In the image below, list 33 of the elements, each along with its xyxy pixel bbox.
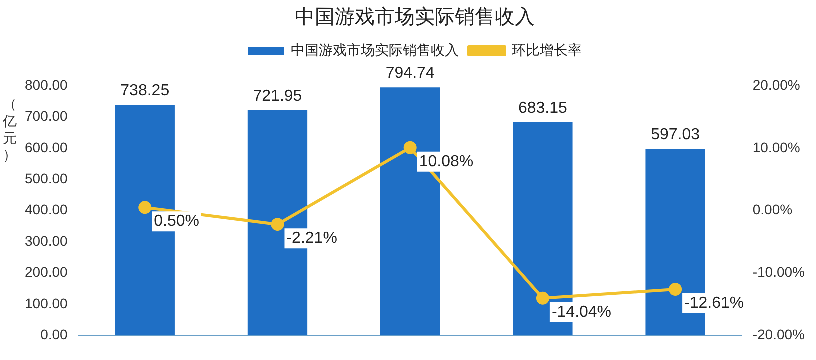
y-axis-title: （亿元）	[3, 96, 17, 164]
y-tick-label: 500.00	[24, 170, 68, 186]
data-label: 10.08%	[419, 153, 474, 170]
data-label: 738.25	[120, 82, 170, 100]
data-label: -14.04%	[552, 304, 612, 321]
legend-label: 中国游戏市场实际销售收入	[291, 42, 459, 58]
point	[669, 282, 682, 296]
y2-tick-label: -20.00%	[752, 326, 806, 342]
point	[536, 292, 550, 305]
y-tick-label: 0.00	[40, 326, 68, 342]
data-label: 0.50%	[154, 213, 200, 230]
y2-tick-label: 10.00%	[752, 139, 800, 156]
point	[271, 218, 284, 232]
y-tick-label: 100.00	[24, 295, 68, 312]
data-label: -12.61%	[684, 294, 744, 312]
chart-title: 中国游戏市场实际销售收入	[295, 6, 535, 29]
y2-tick-label: 20.00%	[752, 76, 800, 93]
y-tick-label: 200.00	[24, 264, 68, 280]
y-tick-label: 700.00	[24, 108, 68, 124]
data-label: 597.03	[651, 126, 700, 144]
point	[138, 201, 152, 214]
legend-label: 环比增长率	[512, 42, 582, 58]
data-label: -2.21%	[286, 230, 338, 247]
point	[404, 141, 417, 154]
y-tick-label: 400.00	[24, 202, 68, 218]
y-tick-label: 600.00	[24, 139, 68, 156]
y2-tick-label: -10.00%	[752, 264, 806, 280]
y2-tick-label: 0.00%	[752, 202, 793, 218]
data-label: 721.95	[253, 88, 302, 105]
data-label: 794.74	[386, 65, 435, 82]
y-tick-label: 800.00	[24, 76, 68, 93]
y-tick-label: 300.00	[24, 232, 68, 249]
data-label: 683.15	[518, 100, 568, 117]
